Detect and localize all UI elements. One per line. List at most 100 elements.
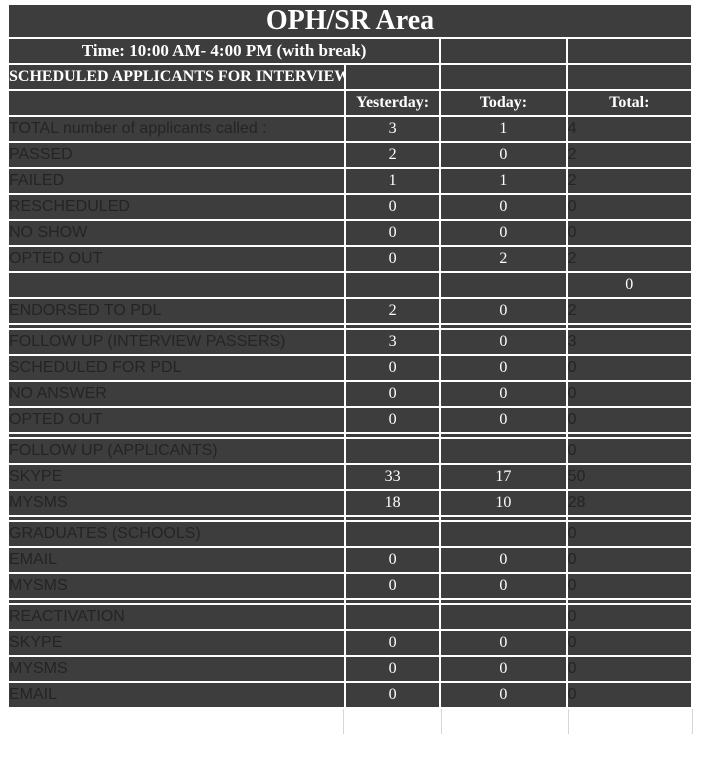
row-label-cell[interactable]: EMAIL bbox=[7, 681, 346, 709]
today-value-cell[interactable]: 0 bbox=[439, 681, 568, 709]
empty-cell[interactable] bbox=[565, 63, 694, 91]
row-label-cell[interactable]: MYSMS bbox=[7, 655, 346, 683]
row-label-cell[interactable]: MYSMS bbox=[7, 572, 346, 600]
spacer-cell[interactable] bbox=[343, 598, 442, 605]
yesterday-value-cell[interactable]: 0 bbox=[343, 406, 442, 434]
total-value-cell[interactable]: 3 bbox=[565, 328, 694, 356]
row-label-cell[interactable]: PASSED bbox=[7, 141, 346, 169]
row-label-cell[interactable] bbox=[7, 271, 346, 299]
time-heading-cell[interactable]: Time: 10:00 AM- 4:00 PM (with break) bbox=[6, 37, 442, 65]
spacer-cell[interactable] bbox=[565, 323, 694, 330]
yesterday-value-cell[interactable]: 0 bbox=[343, 380, 442, 408]
spacer-cell[interactable] bbox=[7, 515, 346, 522]
empty-cell[interactable] bbox=[439, 63, 568, 91]
row-label-cell[interactable]: NO SHOW bbox=[7, 219, 346, 247]
total-value-cell[interactable]: 0 bbox=[565, 437, 694, 465]
sheet-title[interactable]: OPH/SR Area bbox=[7, 3, 693, 39]
today-value-cell[interactable]: 0 bbox=[439, 380, 568, 408]
yesterday-value-cell[interactable]: 0 bbox=[343, 681, 442, 709]
today-value-cell[interactable]: 0 bbox=[439, 354, 568, 382]
today-value-cell[interactable]: 0 bbox=[439, 328, 568, 356]
empty-cell[interactable] bbox=[565, 37, 694, 65]
today-value-cell[interactable]: 0 bbox=[439, 572, 568, 600]
row-label-cell[interactable]: TOTAL number of applicants called : bbox=[7, 115, 346, 143]
row-label-cell[interactable]: SKYPE bbox=[7, 463, 346, 491]
today-value-cell[interactable]: 0 bbox=[439, 655, 568, 683]
row-label-cell[interactable]: OPTED OUT bbox=[7, 406, 346, 434]
yesterday-value-cell[interactable]: 0 bbox=[343, 354, 442, 382]
today-value-cell[interactable]: 17 bbox=[439, 463, 568, 491]
spacer-cell[interactable] bbox=[439, 323, 568, 330]
spacer-cell[interactable] bbox=[7, 432, 346, 439]
total-value-cell[interactable]: 0 bbox=[565, 520, 694, 548]
total-value-cell[interactable]: 0 bbox=[565, 354, 694, 382]
row-label-cell[interactable]: REACTIVATION bbox=[7, 603, 346, 631]
today-value-cell[interactable]: 0 bbox=[439, 546, 568, 574]
yesterday-value-cell[interactable] bbox=[343, 271, 442, 299]
total-value-cell[interactable]: 0 bbox=[565, 380, 694, 408]
total-value-cell[interactable]: 0 bbox=[565, 406, 694, 434]
total-value-cell[interactable]: 50 bbox=[565, 463, 694, 491]
empty-cell[interactable] bbox=[343, 63, 442, 91]
today-value-cell[interactable]: 0 bbox=[439, 193, 568, 221]
total-value-cell[interactable]: 0 bbox=[565, 271, 694, 299]
today-value-cell[interactable]: 1 bbox=[439, 167, 568, 195]
row-label-cell[interactable]: FOLLOW UP (APPLICANTS) bbox=[7, 437, 346, 465]
yesterday-column-header[interactable]: Yesterday: bbox=[343, 89, 442, 117]
today-value-cell[interactable] bbox=[439, 603, 568, 631]
yesterday-value-cell[interactable]: 0 bbox=[343, 629, 442, 657]
yesterday-value-cell[interactable]: 18 bbox=[343, 489, 442, 517]
row-label-cell[interactable]: NO ANSWER bbox=[7, 380, 346, 408]
spacer-cell[interactable] bbox=[7, 598, 346, 605]
spacer-cell[interactable] bbox=[565, 598, 694, 605]
today-value-cell[interactable]: 10 bbox=[439, 489, 568, 517]
yesterday-value-cell[interactable]: 3 bbox=[343, 115, 442, 143]
spacer-cell[interactable] bbox=[343, 515, 442, 522]
row-label-cell[interactable]: MYSMS bbox=[7, 489, 346, 517]
total-value-cell[interactable]: 2 bbox=[565, 297, 694, 325]
yesterday-value-cell[interactable]: 0 bbox=[343, 245, 442, 273]
yesterday-value-cell[interactable]: 1 bbox=[343, 167, 442, 195]
total-value-cell[interactable]: 0 bbox=[565, 546, 694, 574]
row-label-cell[interactable]: ENDORSED TO PDL bbox=[7, 297, 346, 325]
today-value-cell[interactable]: 0 bbox=[439, 219, 568, 247]
total-value-cell[interactable]: 0 bbox=[565, 572, 694, 600]
yesterday-value-cell[interactable]: 0 bbox=[343, 546, 442, 574]
today-value-cell[interactable]: 0 bbox=[439, 629, 568, 657]
spacer-cell[interactable] bbox=[565, 432, 694, 439]
yesterday-value-cell[interactable] bbox=[343, 437, 442, 465]
empty-cell[interactable] bbox=[439, 37, 568, 65]
total-value-cell[interactable]: 0 bbox=[565, 629, 694, 657]
total-column-header[interactable]: Total: bbox=[565, 89, 694, 117]
today-value-cell[interactable]: 0 bbox=[439, 141, 568, 169]
today-value-cell[interactable]: 1 bbox=[439, 115, 568, 143]
today-value-cell[interactable]: 0 bbox=[439, 406, 568, 434]
row-label-cell[interactable]: FAILED bbox=[7, 167, 346, 195]
spacer-cell[interactable] bbox=[343, 432, 442, 439]
today-value-cell[interactable] bbox=[439, 520, 568, 548]
total-value-cell[interactable]: 2 bbox=[565, 141, 694, 169]
yesterday-value-cell[interactable]: 0 bbox=[343, 572, 442, 600]
row-label-cell[interactable]: EMAIL bbox=[7, 546, 346, 574]
today-value-cell[interactable] bbox=[439, 271, 568, 299]
spacer-cell[interactable] bbox=[565, 515, 694, 522]
spacer-cell[interactable] bbox=[439, 598, 568, 605]
total-value-cell[interactable]: 28 bbox=[565, 489, 694, 517]
yesterday-value-cell[interactable]: 0 bbox=[343, 193, 442, 221]
total-value-cell[interactable]: 2 bbox=[565, 167, 694, 195]
spacer-cell[interactable] bbox=[343, 323, 442, 330]
spacer-cell[interactable] bbox=[7, 323, 346, 330]
total-value-cell[interactable]: 0 bbox=[565, 219, 694, 247]
yesterday-value-cell[interactable]: 0 bbox=[343, 655, 442, 683]
row-label-cell[interactable]: SCHEDULED FOR PDL bbox=[7, 354, 346, 382]
spacer-cell[interactable] bbox=[439, 515, 568, 522]
total-value-cell[interactable]: 2 bbox=[565, 245, 694, 273]
total-value-cell[interactable]: 0 bbox=[565, 681, 694, 709]
total-value-cell[interactable]: 4 bbox=[565, 115, 694, 143]
yesterday-value-cell[interactable]: 2 bbox=[343, 141, 442, 169]
yesterday-value-cell[interactable]: 2 bbox=[343, 297, 442, 325]
yesterday-value-cell[interactable]: 3 bbox=[343, 328, 442, 356]
today-value-cell[interactable] bbox=[439, 437, 568, 465]
spacer-cell[interactable] bbox=[439, 432, 568, 439]
total-value-cell[interactable]: 0 bbox=[565, 603, 694, 631]
